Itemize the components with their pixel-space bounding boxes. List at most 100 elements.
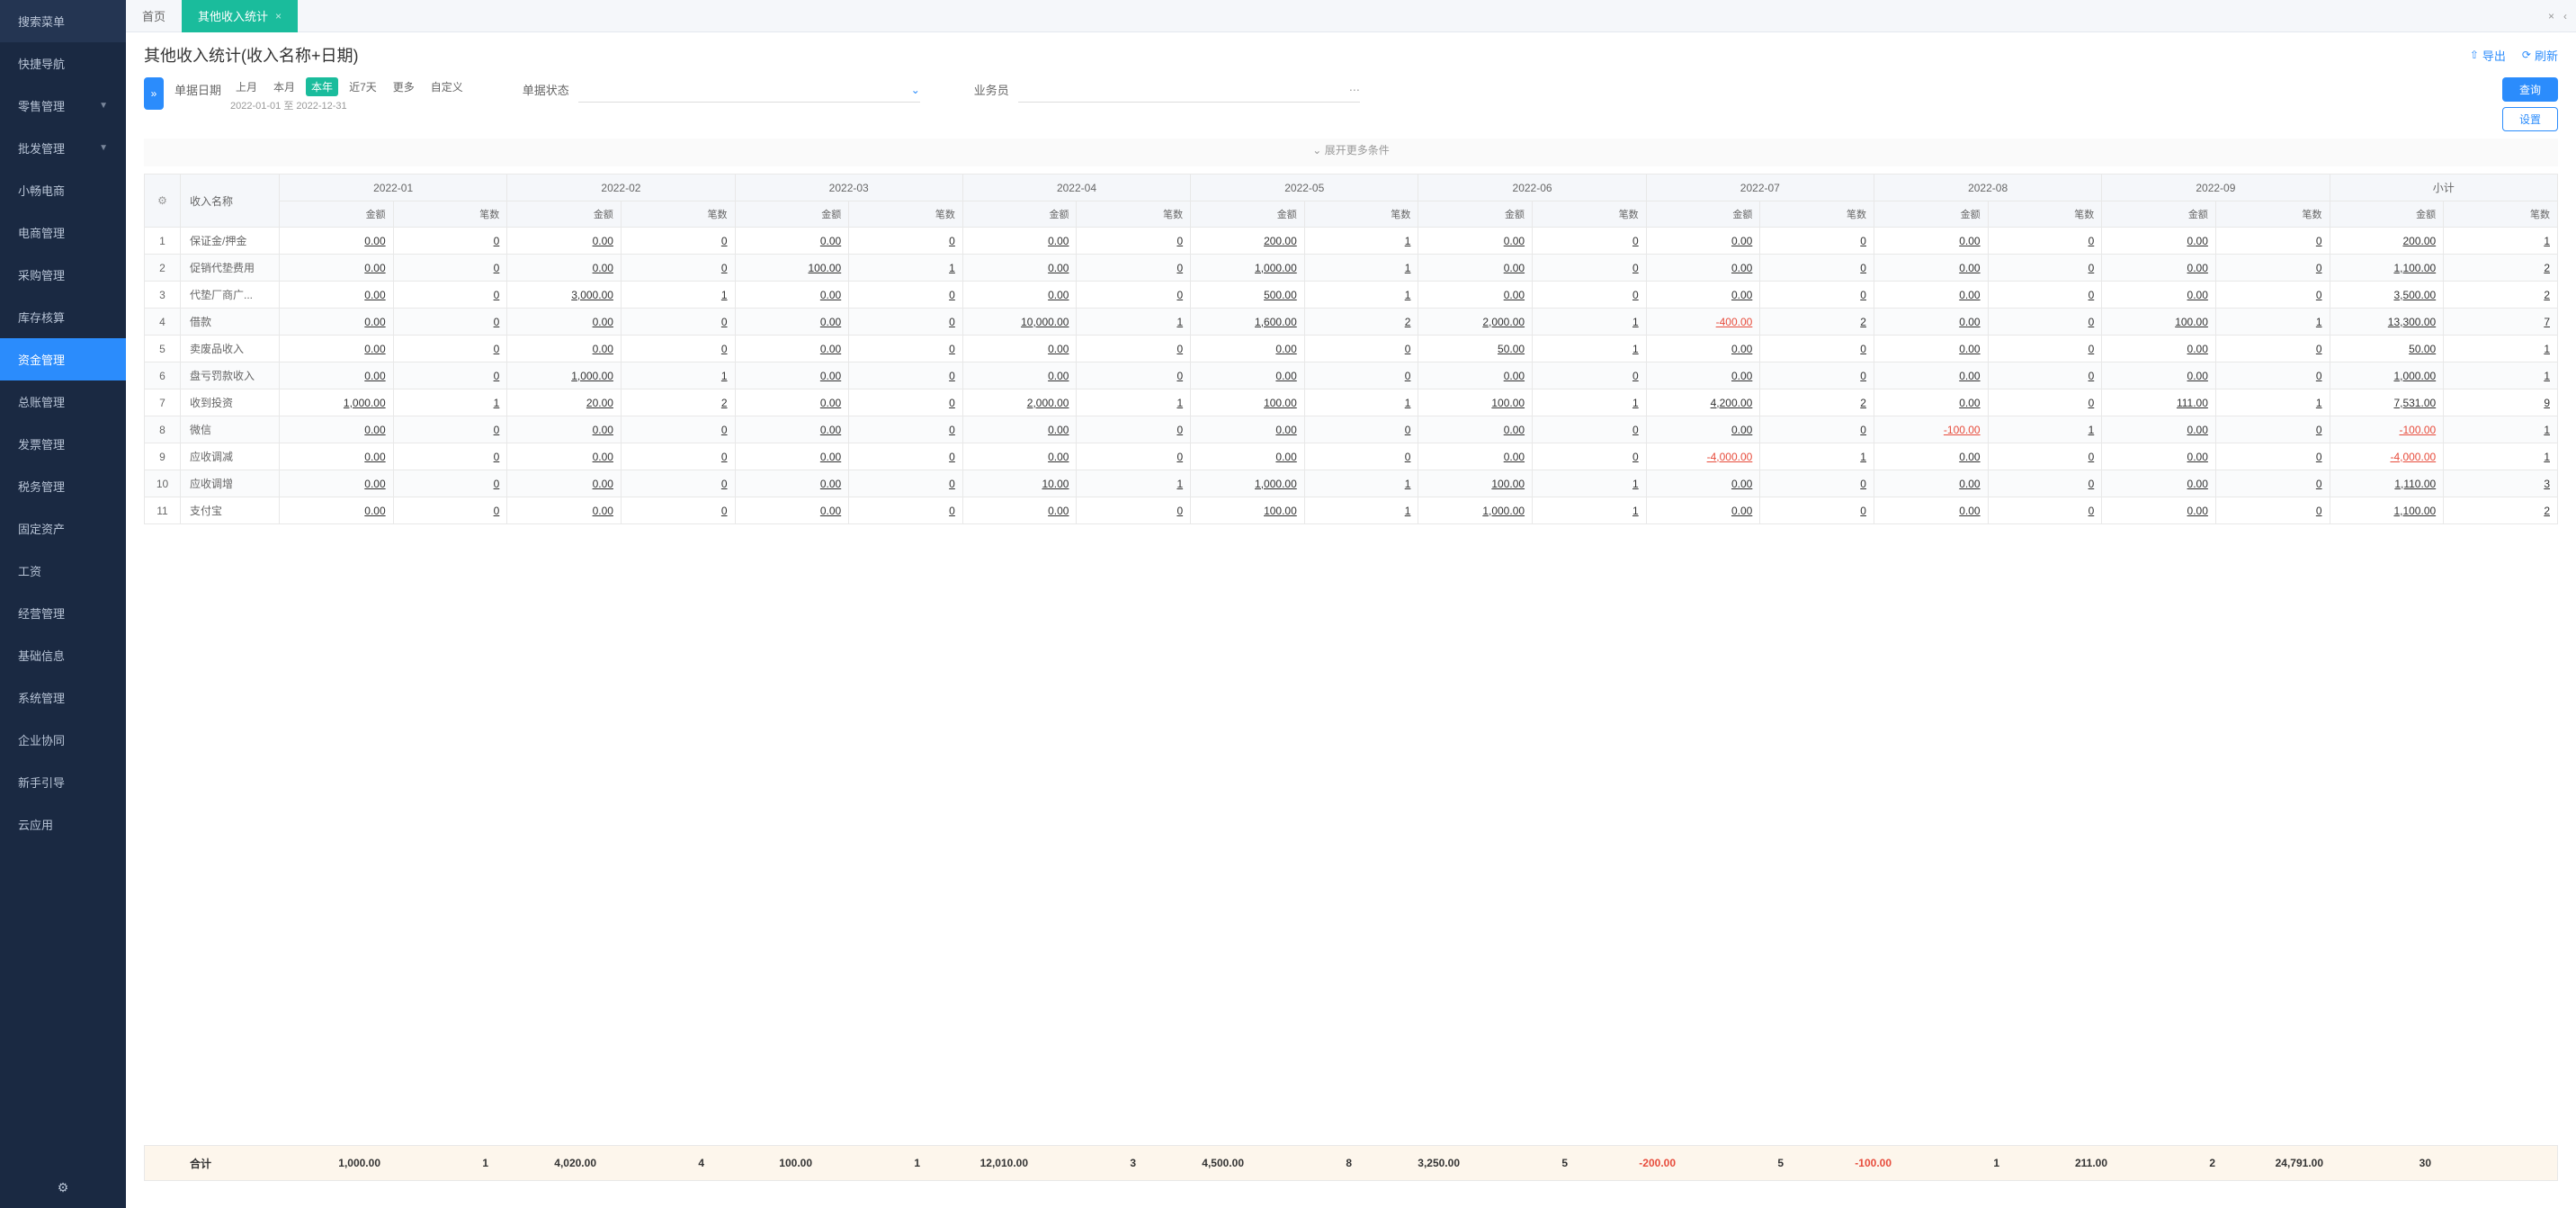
cell-amount[interactable]: 10.00 bbox=[962, 470, 1077, 497]
cell-count[interactable]: 0 bbox=[2215, 497, 2330, 524]
cell-count[interactable]: 0 bbox=[1304, 443, 1418, 470]
export-button[interactable]: ⇧导出 bbox=[2470, 47, 2506, 64]
cell-amount[interactable]: 0.00 bbox=[2102, 362, 2216, 389]
cell-count[interactable]: 1 bbox=[1077, 309, 1191, 336]
tab-current[interactable]: 其他收入统计 × bbox=[182, 0, 298, 32]
cell-amount[interactable]: 0.00 bbox=[507, 470, 622, 497]
cell-amount[interactable]: 0.00 bbox=[1646, 416, 1760, 443]
cell-count[interactable]: 0 bbox=[1077, 497, 1191, 524]
cell-amount[interactable]: 4,200.00 bbox=[1646, 389, 1760, 416]
cell-count[interactable]: 1 bbox=[1077, 470, 1191, 497]
cell-amount[interactable]: 100.00 bbox=[1418, 389, 1533, 416]
cell-amount[interactable]: 100.00 bbox=[1418, 470, 1533, 497]
cell-amount[interactable]: 0.00 bbox=[2102, 282, 2216, 309]
cell-count[interactable]: 0 bbox=[849, 497, 963, 524]
cell-count[interactable]: 2 bbox=[1760, 389, 1874, 416]
cell-amount[interactable]: 1,000.00 bbox=[507, 362, 622, 389]
settings-button[interactable]: 设置 bbox=[2502, 107, 2558, 131]
cell-amount[interactable]: 0.00 bbox=[2102, 443, 2216, 470]
cell-count[interactable]: 0 bbox=[621, 470, 735, 497]
cell-amount[interactable]: 0.00 bbox=[962, 416, 1077, 443]
cell-amount[interactable]: -100.00 bbox=[1874, 416, 1988, 443]
cell-count[interactable]: 0 bbox=[1760, 362, 1874, 389]
cell-count[interactable]: 0 bbox=[849, 362, 963, 389]
cell-amount[interactable]: 0.00 bbox=[1191, 362, 1305, 389]
cell-amount[interactable]: 0.00 bbox=[2102, 228, 2216, 255]
cell-count[interactable]: 1 bbox=[849, 255, 963, 282]
sidebar-item-4[interactable]: 小畅电商 bbox=[0, 169, 126, 211]
cell-count[interactable]: 2 bbox=[1760, 309, 1874, 336]
cell-amount[interactable]: 2,000.00 bbox=[1418, 309, 1533, 336]
cell-amount[interactable]: 0.00 bbox=[2102, 336, 2216, 362]
cell-count[interactable]: 0 bbox=[1077, 282, 1191, 309]
sidebar-item-8[interactable]: 资金管理 bbox=[0, 338, 126, 380]
cell-amount[interactable]: 0.00 bbox=[735, 362, 849, 389]
date-option-2[interactable]: 本年 bbox=[306, 77, 338, 96]
cell-count[interactable]: 0 bbox=[849, 282, 963, 309]
cell-amount[interactable]: 0.00 bbox=[280, 282, 394, 309]
cell-count[interactable]: 0 bbox=[1988, 389, 2102, 416]
cell-count[interactable]: 0 bbox=[1760, 228, 1874, 255]
sidebar-item-19[interactable]: 云应用 bbox=[0, 803, 126, 846]
cell-amount[interactable]: 0.00 bbox=[962, 443, 1077, 470]
cell-amount[interactable]: 1,000.00 bbox=[1191, 470, 1305, 497]
cell-amount[interactable]: 0.00 bbox=[1418, 443, 1533, 470]
cell-count[interactable]: 0 bbox=[621, 336, 735, 362]
cell-count[interactable]: 0 bbox=[1988, 336, 2102, 362]
cell-subtotal-count[interactable]: 1 bbox=[2444, 443, 2558, 470]
cell-count[interactable]: 1 bbox=[1760, 443, 1874, 470]
col-settings-icon[interactable]: ⚙ bbox=[145, 174, 181, 228]
cell-amount[interactable]: 0.00 bbox=[280, 309, 394, 336]
cell-count[interactable]: 0 bbox=[2215, 228, 2330, 255]
cell-count[interactable]: 0 bbox=[1077, 228, 1191, 255]
query-button[interactable]: 查询 bbox=[2502, 77, 2558, 102]
cell-subtotal-amount[interactable]: 200.00 bbox=[2330, 228, 2444, 255]
cell-count[interactable]: 1 bbox=[1304, 255, 1418, 282]
cell-amount[interactable]: 100.00 bbox=[735, 255, 849, 282]
sidebar-item-10[interactable]: 发票管理 bbox=[0, 423, 126, 465]
cell-count[interactable]: 0 bbox=[2215, 470, 2330, 497]
cell-subtotal-count[interactable]: 3 bbox=[2444, 470, 2558, 497]
cell-count[interactable]: 0 bbox=[849, 389, 963, 416]
cell-count[interactable]: 0 bbox=[1760, 497, 1874, 524]
cell-count[interactable]: 2 bbox=[1304, 309, 1418, 336]
settings-gear-icon[interactable]: ⚙ bbox=[58, 1180, 69, 1195]
cell-count[interactable]: 0 bbox=[849, 470, 963, 497]
cell-count[interactable]: 0 bbox=[1988, 255, 2102, 282]
cell-count[interactable]: 1 bbox=[621, 362, 735, 389]
cell-amount[interactable]: 0.00 bbox=[1418, 416, 1533, 443]
cell-count[interactable]: 0 bbox=[1533, 362, 1647, 389]
cell-count[interactable]: 0 bbox=[393, 470, 507, 497]
cell-amount[interactable]: 0.00 bbox=[507, 416, 622, 443]
cell-amount[interactable]: 0.00 bbox=[1874, 443, 1988, 470]
cell-count[interactable]: 1 bbox=[1533, 336, 1647, 362]
cell-amount[interactable]: 0.00 bbox=[2102, 470, 2216, 497]
cell-amount[interactable]: 0.00 bbox=[280, 362, 394, 389]
cell-amount[interactable]: 0.00 bbox=[962, 497, 1077, 524]
cell-count[interactable]: 0 bbox=[1988, 282, 2102, 309]
cell-count[interactable]: 1 bbox=[1304, 282, 1418, 309]
biz-select[interactable]: ⋯ bbox=[1018, 77, 1360, 103]
cell-amount[interactable]: 0.00 bbox=[280, 336, 394, 362]
cell-amount[interactable]: 0.00 bbox=[507, 443, 622, 470]
cell-count[interactable]: 0 bbox=[1760, 255, 1874, 282]
cell-count[interactable]: 1 bbox=[2215, 309, 2330, 336]
cell-count[interactable]: 0 bbox=[621, 443, 735, 470]
cell-amount[interactable]: 0.00 bbox=[1191, 336, 1305, 362]
cell-amount[interactable]: 200.00 bbox=[1191, 228, 1305, 255]
expand-more-filters[interactable]: ⌄ 展开更多条件 bbox=[144, 139, 2558, 166]
cell-count[interactable]: 0 bbox=[1988, 443, 2102, 470]
sidebar-item-16[interactable]: 系统管理 bbox=[0, 676, 126, 719]
cell-count[interactable]: 1 bbox=[1304, 389, 1418, 416]
cell-count[interactable]: 0 bbox=[849, 228, 963, 255]
cell-amount[interactable]: 0.00 bbox=[1191, 416, 1305, 443]
cell-count[interactable]: 0 bbox=[1304, 416, 1418, 443]
sidebar-item-18[interactable]: 新手引导 bbox=[0, 761, 126, 803]
cell-subtotal-amount[interactable]: 1,110.00 bbox=[2330, 470, 2444, 497]
cell-count[interactable]: 0 bbox=[393, 228, 507, 255]
refresh-button[interactable]: ⟳刷新 bbox=[2522, 47, 2558, 64]
cell-subtotal-count[interactable]: 1 bbox=[2444, 362, 2558, 389]
cell-count[interactable]: 0 bbox=[1533, 443, 1647, 470]
cell-amount[interactable]: 0.00 bbox=[962, 255, 1077, 282]
cell-count[interactable]: 0 bbox=[621, 255, 735, 282]
